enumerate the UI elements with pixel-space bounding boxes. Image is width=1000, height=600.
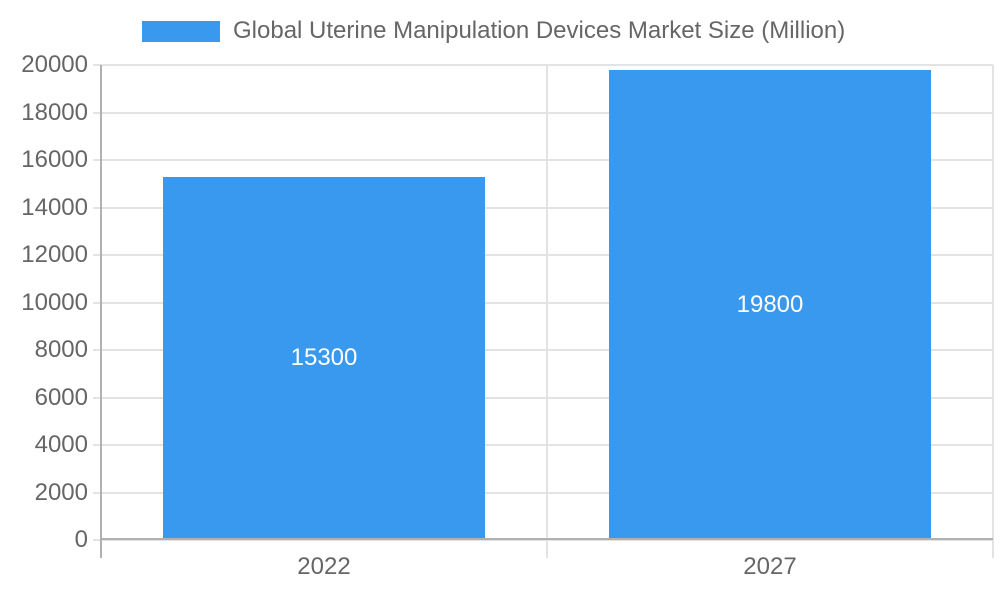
y-axis-tick (93, 111, 101, 114)
x-axis-line (101, 538, 993, 540)
y-axis-tick (93, 396, 101, 399)
y-axis-tick (93, 301, 101, 304)
x-tick-label: 2022 (297, 553, 351, 580)
y-axis-tick (93, 206, 101, 209)
bar: 19800 (609, 69, 931, 540)
y-axis-tick (93, 349, 101, 351)
gridline-vertical (546, 65, 548, 558)
y-tick-label: 6000 (34, 383, 88, 411)
y-axis-tick (93, 159, 101, 161)
y-axis-tick (93, 64, 101, 66)
bar-value-label: 15300 (290, 344, 358, 372)
bar: 15300 (163, 176, 485, 540)
legend: Global Uterine Manipulation Devices Mark… (142, 17, 845, 45)
y-tick-label: 8000 (34, 336, 88, 363)
y-tick-label: 18000 (21, 98, 88, 126)
y-tick-label: 0 (74, 526, 88, 553)
bar-value-label: 19800 (736, 290, 804, 318)
y-tick-label: 12000 (21, 241, 88, 268)
legend-swatch (142, 20, 220, 42)
y-tick-label: 4000 (34, 431, 88, 458)
y-tick-label: 14000 (21, 193, 88, 221)
y-axis-tick (93, 444, 101, 446)
y-tick-label: 2000 (34, 478, 88, 506)
y-tick-label: 16000 (21, 146, 88, 173)
y-axis-line (100, 65, 102, 558)
gridline-vertical (992, 65, 994, 558)
y-tick-label: 10000 (21, 288, 88, 316)
y-tick-label: 20000 (21, 51, 88, 78)
x-axis-tick-labels: 2022 2027 (101, 552, 993, 586)
y-axis-tick (93, 254, 101, 256)
x-tick-label: 2027 (743, 553, 797, 580)
y-axis-tick (93, 539, 101, 541)
legend-label: Global Uterine Manipulation Devices Mark… (233, 17, 846, 44)
y-axis-tick (93, 491, 101, 494)
plot-area: 15300 19800 (93, 64, 994, 558)
